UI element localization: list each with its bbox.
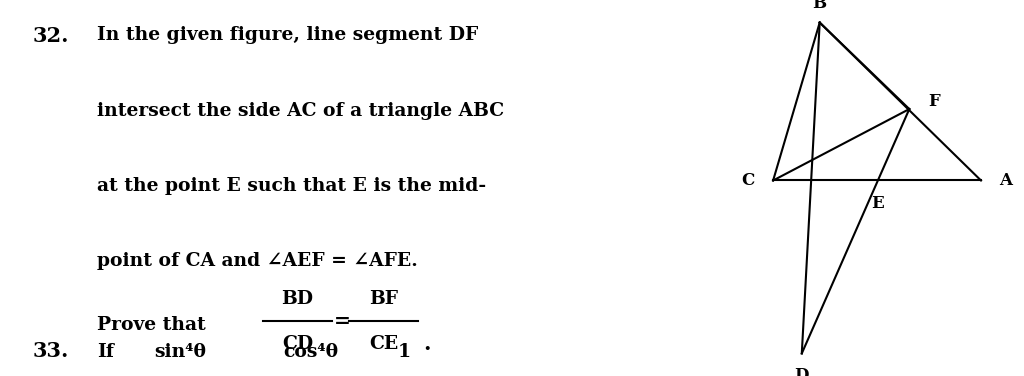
Text: 1: 1 — [397, 343, 411, 361]
Text: Prove that: Prove that — [96, 316, 206, 334]
Text: C: C — [741, 172, 755, 189]
Text: BF: BF — [369, 290, 398, 308]
Text: 33.: 33. — [33, 341, 69, 361]
Text: sin⁴θ: sin⁴θ — [154, 343, 206, 361]
Text: D: D — [795, 367, 809, 376]
Text: In the given figure, line segment DF: In the given figure, line segment DF — [96, 26, 478, 44]
Text: A: A — [999, 172, 1013, 189]
Text: cos⁴θ: cos⁴θ — [283, 343, 338, 361]
Text: point of CA and ∠AEF = ∠AFE.: point of CA and ∠AEF = ∠AFE. — [96, 252, 418, 270]
Text: CE: CE — [369, 335, 398, 353]
Text: =: = — [334, 311, 350, 332]
Text: E: E — [870, 194, 884, 212]
Text: CD: CD — [282, 335, 313, 353]
Text: at the point E such that E is the mid-: at the point E such that E is the mid- — [96, 177, 486, 195]
Text: 32.: 32. — [33, 26, 69, 46]
Text: F: F — [929, 93, 940, 110]
Text: BD: BD — [282, 290, 313, 308]
Text: If: If — [96, 343, 114, 361]
Text: intersect the side AC of a triangle ABC: intersect the side AC of a triangle ABC — [96, 102, 504, 120]
Text: .: . — [423, 333, 430, 355]
Text: B: B — [813, 0, 826, 12]
